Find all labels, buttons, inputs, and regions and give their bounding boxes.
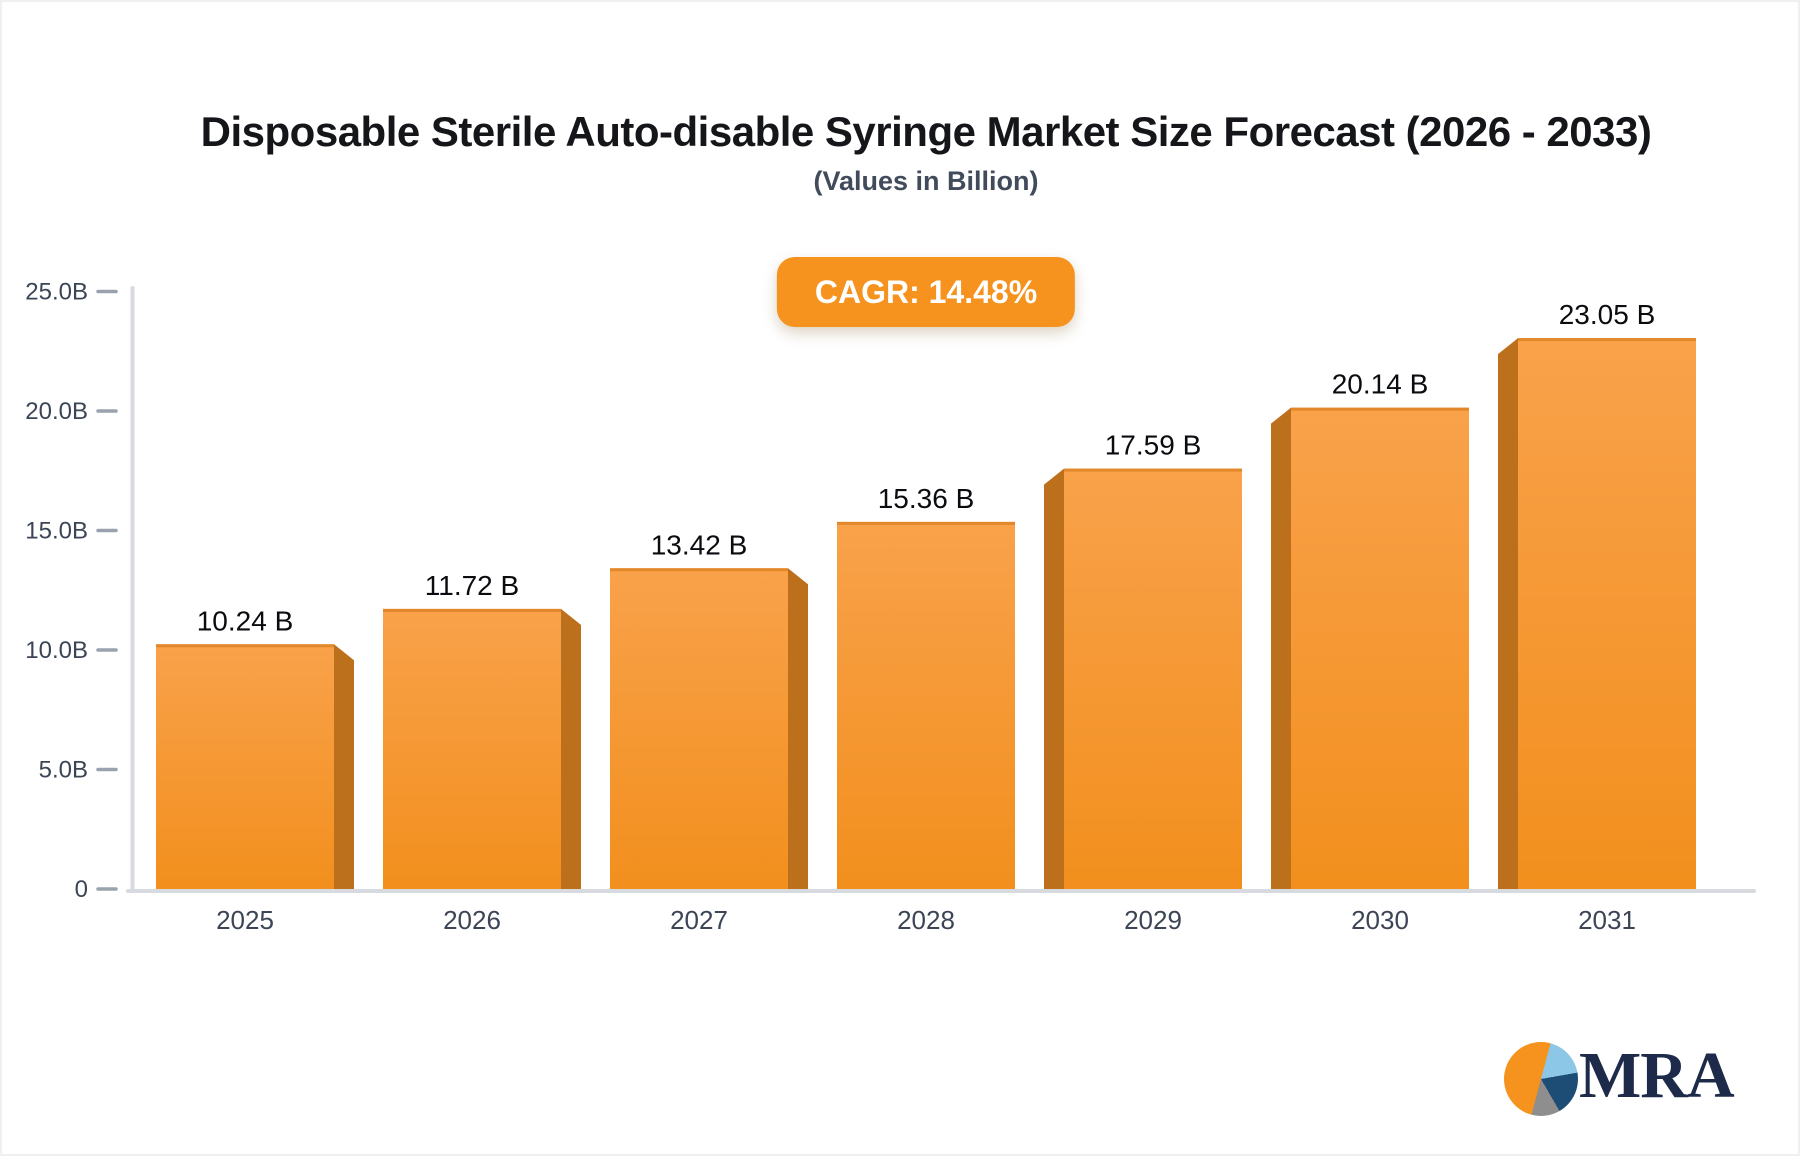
y-axis-tick-label: 25.0B xyxy=(25,279,88,306)
bar-2027 xyxy=(610,568,788,889)
bar-2031 xyxy=(1518,338,1696,890)
x-axis-label-2026: 2026 xyxy=(443,905,501,935)
bar-2026 xyxy=(383,608,561,889)
bar-value-label-2029: 17.59 B xyxy=(1105,430,1202,461)
bar-side-face-2030 xyxy=(1271,407,1291,889)
x-axis-label-2027: 2027 xyxy=(670,905,728,935)
bar-top-edge-2028 xyxy=(837,521,1015,525)
bar-side-face-2027 xyxy=(788,568,808,889)
bar-side-face-2026 xyxy=(561,608,581,889)
cagr-badge: CAGR: 14.48% xyxy=(776,257,1076,327)
bar-value-label-2026: 11.72 B xyxy=(425,570,519,601)
y-axis-tick-label: 5.0B xyxy=(39,757,88,784)
bar-value-label-2028: 15.36 B xyxy=(878,483,975,514)
bar-2030 xyxy=(1291,407,1469,889)
bar-top-edge-2026 xyxy=(383,608,561,612)
bar-2025 xyxy=(156,644,334,889)
bar-top-edge-2031 xyxy=(1518,338,1696,342)
bar-top-edge-2030 xyxy=(1291,407,1469,411)
bar-value-label-2025: 10.24 B xyxy=(197,605,294,636)
bar-side-face-2025 xyxy=(334,644,354,889)
chart-subtitle: (Values in Billion) xyxy=(813,166,1039,196)
x-axis-label-2031: 2031 xyxy=(1578,905,1636,935)
x-axis-label-2030: 2030 xyxy=(1351,905,1409,935)
bar-value-label-2030: 20.14 B xyxy=(1332,369,1429,400)
y-axis-tick-label: 10.0B xyxy=(25,637,88,664)
chart-title: Disposable Sterile Auto-disable Syringe … xyxy=(200,108,1652,155)
bar-top-edge-2027 xyxy=(610,568,788,572)
x-axis-label-2028: 2028 xyxy=(897,905,955,935)
x-axis-label-2029: 2029 xyxy=(1124,905,1182,935)
bar-value-label-2027: 13.42 B xyxy=(651,529,748,560)
mra-logo: MRA xyxy=(1504,1038,1735,1120)
pie-chart-icon xyxy=(1504,1042,1578,1116)
bar-top-edge-2025 xyxy=(156,644,334,648)
bar-value-label-2031: 23.05 B xyxy=(1559,299,1656,330)
y-axis-tick-label: 20.0B xyxy=(25,398,88,425)
bar-2029 xyxy=(1064,468,1242,889)
x-axis-label-2025: 2025 xyxy=(216,905,274,935)
bar-top-edge-2029 xyxy=(1064,468,1242,472)
bar-2028 xyxy=(837,521,1015,889)
logo-text: MRA xyxy=(1579,1039,1735,1112)
bar-side-face-2029 xyxy=(1044,468,1064,889)
y-axis-tick-label: 0 xyxy=(75,876,88,903)
y-axis-tick-label: 15.0B xyxy=(25,518,88,545)
bar-side-face-2031 xyxy=(1498,338,1518,890)
